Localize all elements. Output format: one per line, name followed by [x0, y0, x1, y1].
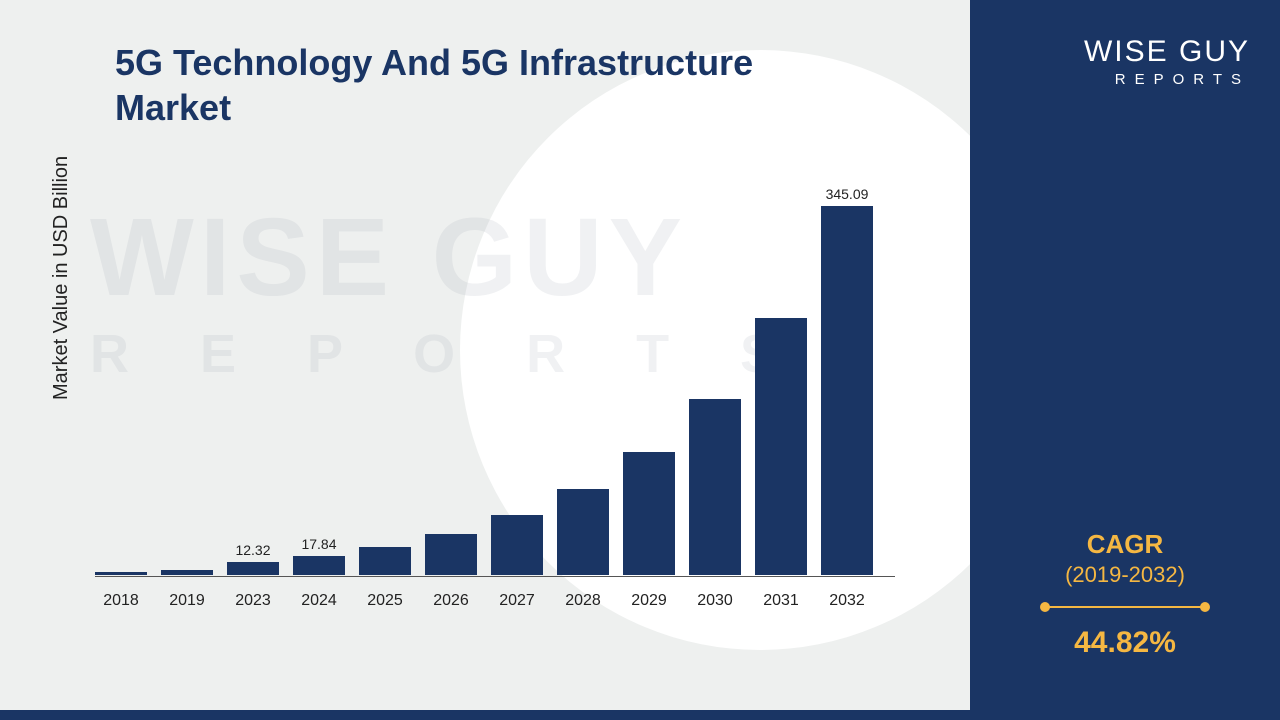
logo-sub: REPORTS [1084, 71, 1250, 88]
bar [95, 572, 147, 575]
bar-2025 [359, 547, 411, 575]
x-axis-line [95, 576, 895, 577]
bar [821, 206, 873, 575]
bottom-bar [0, 710, 970, 720]
bar-2028 [557, 489, 609, 575]
logo-main: WISE GUY [1084, 35, 1250, 69]
bar-2019 [161, 570, 213, 575]
chart-title: 5G Technology And 5G Infrastructure Mark… [115, 40, 875, 130]
bar-value-label: 12.32 [235, 542, 270, 558]
bar [623, 452, 675, 575]
bar [359, 547, 411, 575]
cagr-value: 44.82% [1010, 626, 1240, 660]
bar-2032: 345.09 [821, 206, 873, 575]
x-tick-label: 2028 [557, 592, 609, 610]
brand-logo: WISE GUY REPORTS [1084, 35, 1250, 88]
bar-2029 [623, 452, 675, 575]
x-tick-label: 2029 [623, 592, 675, 610]
bar [557, 489, 609, 575]
cagr-label: CAGR [1010, 529, 1240, 560]
x-tick-label: 2026 [425, 592, 477, 610]
y-axis-label: Market Value in USD Billion [50, 156, 73, 400]
cagr-divider [1045, 606, 1205, 608]
x-tick-label: 2023 [227, 592, 279, 610]
bar-value-label: 345.09 [826, 186, 869, 202]
x-tick-label: 2031 [755, 592, 807, 610]
bar [161, 570, 213, 575]
bar [227, 562, 279, 575]
bar [755, 318, 807, 575]
bar-value-label: 17.84 [301, 536, 336, 552]
bar-2030 [689, 399, 741, 575]
x-tick-label: 2025 [359, 592, 411, 610]
bar-chart: 12.32 17.84 345.09 2018 2019 2023 2024 2025 202… [95, 190, 895, 610]
bar [425, 534, 477, 575]
bar-2031 [755, 318, 807, 575]
bar-2026 [425, 534, 477, 575]
x-tick-label: 2027 [491, 592, 543, 610]
bar-2027 [491, 515, 543, 575]
x-tick-label: 2024 [293, 592, 345, 610]
bar [689, 399, 741, 575]
bar-2024: 17.84 [293, 556, 345, 575]
x-tick-label: 2032 [821, 592, 873, 610]
cagr-years: (2019-2032) [1010, 562, 1240, 588]
x-labels: 2018 2019 2023 2024 2025 2026 2027 2028 2029 2030… [95, 592, 895, 610]
bar [491, 515, 543, 575]
bar-2018 [95, 572, 147, 575]
x-tick-label: 2030 [689, 592, 741, 610]
bars-container: 12.32 17.84 345.09 [95, 190, 895, 575]
x-tick-label: 2019 [161, 592, 213, 610]
cagr-box: CAGR (2019-2032) 44.82% [1010, 529, 1240, 660]
bar [293, 556, 345, 575]
x-tick-label: 2018 [95, 592, 147, 610]
bar-2023: 12.32 [227, 562, 279, 575]
